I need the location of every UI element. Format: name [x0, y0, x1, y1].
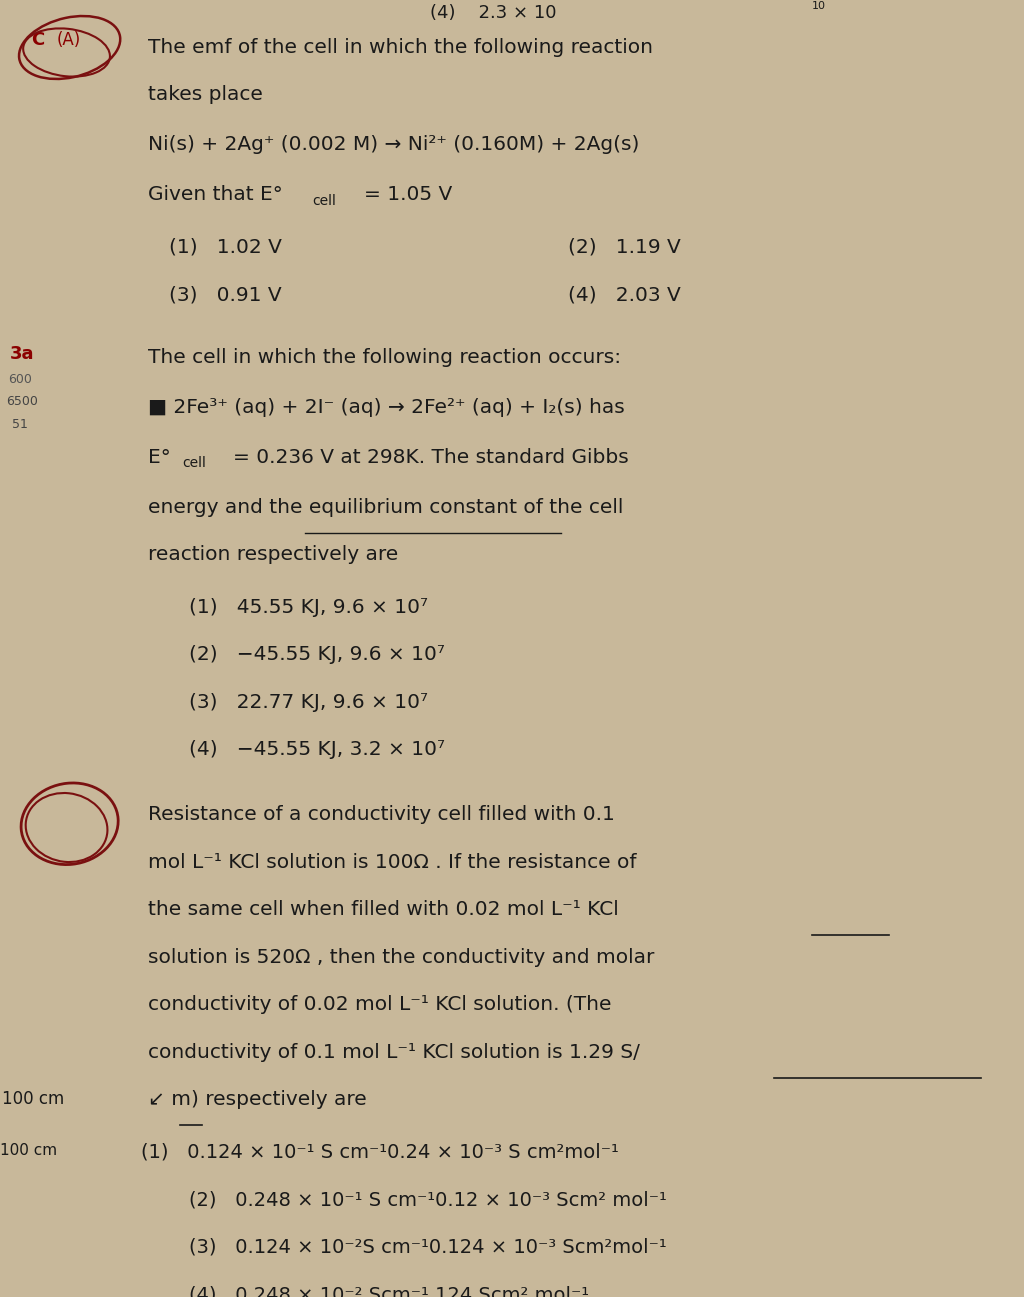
Text: (A): (A)	[56, 31, 81, 49]
Text: (1)   1.02 V: (1) 1.02 V	[169, 237, 282, 257]
Text: 3a: 3a	[10, 345, 35, 363]
Text: ■ 2Fe³⁺ (aq) + 2I⁻ (aq) → 2Fe²⁺ (aq) + I₂(s) has: ■ 2Fe³⁺ (aq) + 2I⁻ (aq) → 2Fe²⁺ (aq) + I…	[148, 397, 626, 416]
Text: The emf of the cell in which the following reaction: The emf of the cell in which the followi…	[148, 38, 653, 57]
Text: (3)   22.77 KJ, 9.6 × 10⁷: (3) 22.77 KJ, 9.6 × 10⁷	[189, 693, 429, 712]
Text: (1)   0.124 × 10⁻¹ S cm⁻¹0.24 × 10⁻³ S cm²mol⁻¹: (1) 0.124 × 10⁻¹ S cm⁻¹0.24 × 10⁻³ S cm²…	[141, 1143, 620, 1162]
Text: conductivity of 0.02 mol L⁻¹ KCl solution. (The: conductivity of 0.02 mol L⁻¹ KCl solutio…	[148, 995, 612, 1014]
Text: 6500: 6500	[6, 396, 38, 409]
Text: mol L⁻¹ KCl solution is 100Ω . If the resistance of: mol L⁻¹ KCl solution is 100Ω . If the re…	[148, 852, 637, 872]
Text: reaction respectively are: reaction respectively are	[148, 545, 398, 564]
Text: (2)   1.19 V: (2) 1.19 V	[568, 237, 681, 257]
Text: 51: 51	[12, 418, 29, 431]
Text: ↙ m) respectively are: ↙ m) respectively are	[148, 1089, 368, 1109]
Text: C: C	[31, 31, 44, 49]
Text: (4)   −45.55 KJ, 3.2 × 10⁷: (4) −45.55 KJ, 3.2 × 10⁷	[189, 741, 445, 759]
Text: 100 cm: 100 cm	[0, 1143, 57, 1157]
Text: Resistance of a conductivity cell filled with 0.1: Resistance of a conductivity cell filled…	[148, 805, 615, 824]
Text: 600: 600	[8, 372, 32, 385]
Text: 100 cm: 100 cm	[2, 1089, 65, 1108]
Text: (4)   0.248 × 10⁻² Scm⁻¹ 124 Scm² mol⁻¹: (4) 0.248 × 10⁻² Scm⁻¹ 124 Scm² mol⁻¹	[189, 1285, 590, 1297]
Text: 10: 10	[812, 0, 826, 10]
Text: (2)   −45.55 KJ, 9.6 × 10⁷: (2) −45.55 KJ, 9.6 × 10⁷	[189, 645, 445, 664]
Text: (3)   0.124 × 10⁻²S cm⁻¹0.124 × 10⁻³ Scm²mol⁻¹: (3) 0.124 × 10⁻²S cm⁻¹0.124 × 10⁻³ Scm²m…	[189, 1237, 668, 1257]
Text: = 0.236 V at 298K. The standard Gibbs: = 0.236 V at 298K. The standard Gibbs	[233, 447, 629, 467]
Text: conductivity of 0.1 mol L⁻¹ KCl solution is 1.29 S/: conductivity of 0.1 mol L⁻¹ KCl solution…	[148, 1043, 640, 1061]
Text: takes place: takes place	[148, 86, 263, 104]
Text: E°: E°	[148, 447, 171, 467]
Text: the same cell when filled with 0.02 mol L⁻¹ KCl: the same cell when filled with 0.02 mol …	[148, 900, 620, 920]
Text: (3)   0.91 V: (3) 0.91 V	[169, 285, 282, 303]
Text: Ni(s) + 2Ag⁺ (0.002 M) → Ni²⁺ (0.160M) + 2Ag(s): Ni(s) + 2Ag⁺ (0.002 M) → Ni²⁺ (0.160M) +…	[148, 135, 640, 154]
Text: cell: cell	[182, 457, 206, 471]
Text: cell: cell	[312, 193, 336, 208]
Text: Given that E°: Given that E°	[148, 185, 284, 204]
Text: (4)    2.3 × 10: (4) 2.3 × 10	[430, 4, 557, 22]
Text: energy and the equilibrium constant of the cell: energy and the equilibrium constant of t…	[148, 498, 624, 516]
Text: (4)   2.03 V: (4) 2.03 V	[568, 285, 681, 303]
Text: (2)   0.248 × 10⁻¹ S cm⁻¹0.12 × 10⁻³ Scm² mol⁻¹: (2) 0.248 × 10⁻¹ S cm⁻¹0.12 × 10⁻³ Scm² …	[189, 1191, 668, 1209]
Text: (1)   45.55 KJ, 9.6 × 10⁷: (1) 45.55 KJ, 9.6 × 10⁷	[189, 598, 429, 616]
Text: solution is 520Ω , then the conductivity and molar: solution is 520Ω , then the conductivity…	[148, 948, 655, 966]
Text: The cell in which the following reaction occurs:: The cell in which the following reaction…	[148, 348, 622, 367]
Text: = 1.05 V: = 1.05 V	[364, 185, 452, 204]
